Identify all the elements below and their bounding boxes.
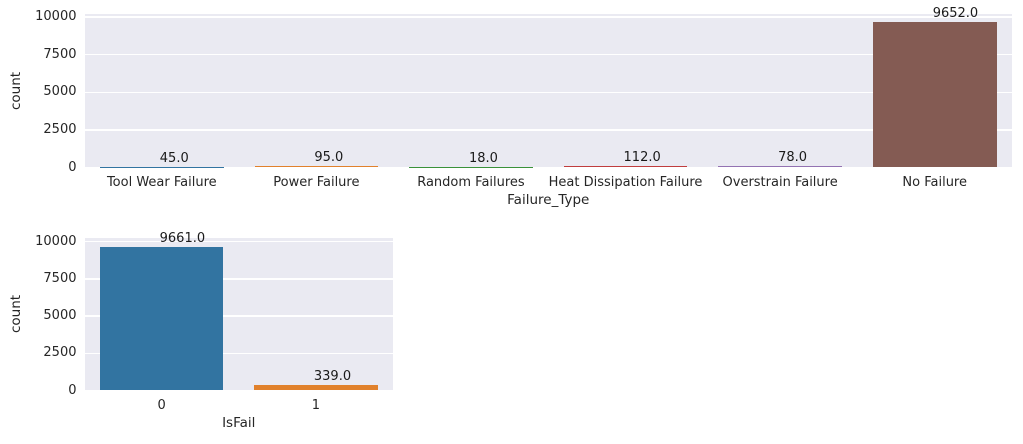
plot-area [84, 13, 1012, 168]
x-tick-label-Tool Wear Failure: Tool Wear Failure [106, 174, 217, 190]
gridline-5000 [84, 315, 393, 317]
bar-value-label: 95.0 [314, 150, 344, 166]
bar-value-label: 78.0 [778, 150, 808, 166]
x-tick-label-Overstrain Failure: Overstrain Failure [722, 174, 838, 190]
gridline-7500 [84, 53, 1012, 56]
bar-value-label: 45.0 [159, 150, 189, 166]
gridline-5000 [84, 91, 1012, 93]
bar-Power Failure [254, 166, 379, 168]
gridline-10000 [84, 16, 1012, 18]
bar-value-label: 18.0 [468, 151, 498, 167]
gridline-2500 [84, 352, 393, 354]
y-axis-label: count [8, 295, 24, 334]
bar-0 [99, 246, 224, 391]
gridline-0 [84, 389, 393, 391]
x-axis-label: IsFail [222, 414, 256, 431]
bar-Heat Dissipation Failure [563, 165, 688, 168]
bar-value-label: 9661.0 [159, 230, 206, 246]
x-tick-label-Random Failures: Random Failures [417, 174, 525, 190]
y-tick-label: 2500 [43, 345, 77, 361]
y-tick-label: 5000 [43, 308, 77, 323]
y-tick-label: 0 [68, 382, 77, 398]
y-tick-label: 10000 [35, 233, 77, 249]
x-axis-label: Failure_Type [507, 191, 590, 208]
y-tick-label: 10000 [35, 9, 77, 24]
gridline-10000 [84, 240, 393, 243]
y-tick-label: 0 [68, 159, 77, 175]
bar-Overstrain Failure [718, 166, 842, 168]
x-tick-label-Heat Dissipation Failure: Heat Dissipation Failure [548, 174, 703, 190]
gridline-7500 [84, 278, 393, 280]
bar-1 [254, 385, 378, 391]
bar-value-label: 339.0 [313, 369, 352, 385]
bar-value-label: 9652.0 [932, 6, 979, 22]
y-tick-label: 7500 [43, 270, 77, 286]
x-tick-label-1: 1 [311, 397, 321, 413]
bar-Tool Wear Failure [99, 166, 224, 168]
gridline-0 [84, 166, 1012, 168]
x-tick-label-0: 0 [157, 397, 166, 413]
y-tick-label: 5000 [43, 84, 77, 100]
y-tick-label: 2500 [43, 121, 77, 137]
gridline-2500 [84, 129, 1012, 131]
x-tick-label-No Failure: No Failure [902, 174, 967, 190]
y-tick-label: 7500 [43, 46, 77, 62]
bar-No Failure [872, 22, 997, 168]
x-tick-label-Power Failure: Power Failure [273, 174, 360, 190]
bar-value-label: 112.0 [623, 149, 661, 165]
